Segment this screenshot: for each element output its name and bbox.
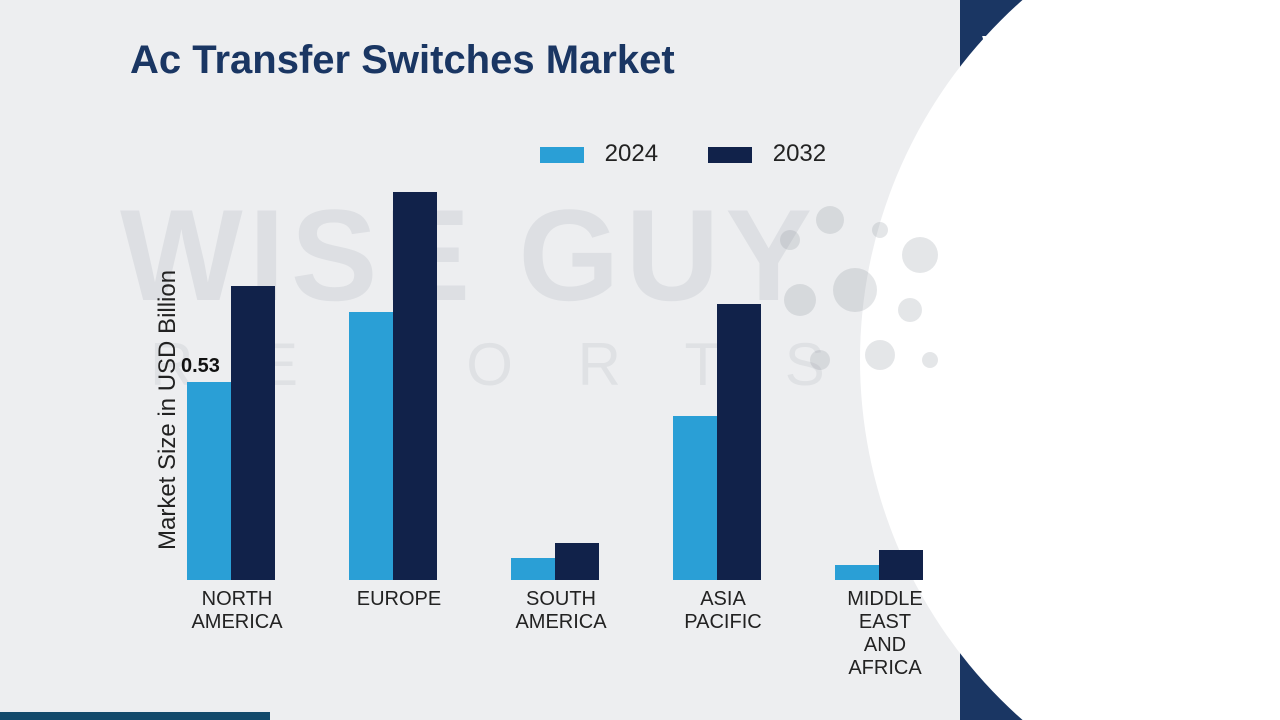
legend-label-2024: 2024 <box>605 140 658 167</box>
bar <box>187 382 231 580</box>
brand-logo: WISE GUY R E P O R T S <box>982 28 1252 84</box>
bar <box>511 558 555 580</box>
bar-group: SOUTH AMERICA <box>511 543 599 580</box>
bar <box>349 312 393 580</box>
plot-area: NORTH AMERICA EUROPE SOUTH AMERICA ASIA PAC… <box>150 170 960 580</box>
bar-group: NORTH AMERICA <box>187 286 275 580</box>
legend-item-2032: 2032 <box>708 140 826 168</box>
bar <box>231 286 275 580</box>
brand-word-reports: R E P O R T S <box>984 66 1252 84</box>
x-axis-label: SOUTH AMERICA <box>481 588 641 634</box>
bar-value-label: 0.53 <box>181 355 220 378</box>
bar <box>393 192 437 580</box>
bar <box>555 543 599 580</box>
legend-label-2032: 2032 <box>773 140 826 167</box>
bar-group: EUROPE <box>349 192 437 580</box>
bar-chart: Market Size in USD Billion NORTH AMERICA… <box>100 170 960 580</box>
chart-title: Ac Transfer Switches Market <box>130 38 675 83</box>
bar <box>673 416 717 580</box>
bar <box>879 550 923 580</box>
x-axis-label: NORTH AMERICA <box>157 588 317 634</box>
x-axis-label: ASIA PACIFIC <box>643 588 803 634</box>
legend-item-2024: 2024 <box>540 140 658 168</box>
bar <box>717 304 761 580</box>
legend-swatch-2024 <box>540 147 584 163</box>
chart-canvas: WISE GUY R E P O R T S Ac Transfer Switc… <box>0 0 1280 720</box>
bar-group: MIDDLE EAST AND AFRICA <box>835 550 923 580</box>
x-axis-label: MIDDLE EAST AND AFRICA <box>805 588 965 680</box>
brand-word-guy: GUY <box>1088 28 1169 70</box>
bottom-accent-bar <box>0 712 270 720</box>
bar-group: ASIA PACIFIC <box>673 304 761 580</box>
chart-legend: 2024 2032 <box>540 140 826 168</box>
x-axis-label: EUROPE <box>319 588 479 611</box>
legend-swatch-2032 <box>708 147 752 163</box>
brand-word-wise: WISE <box>982 28 1078 70</box>
bar <box>835 565 879 580</box>
